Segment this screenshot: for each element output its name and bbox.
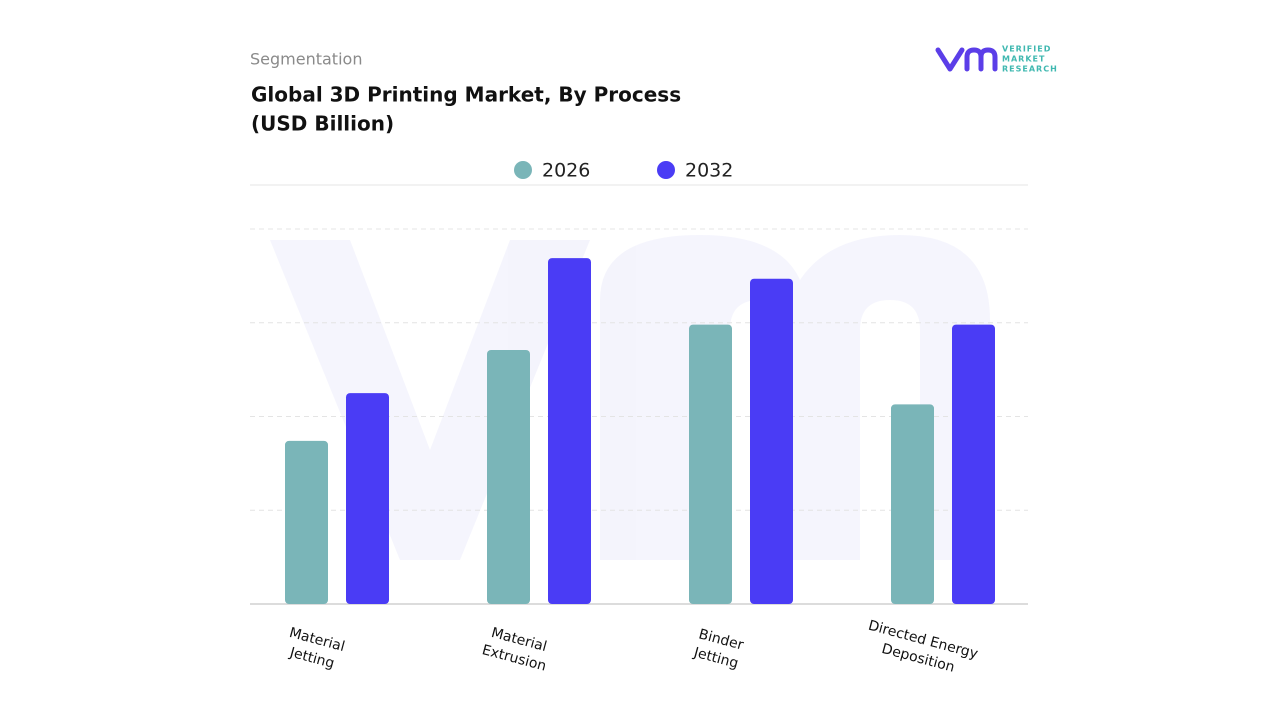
bar <box>487 349 530 604</box>
logo-mark <box>935 47 998 72</box>
subtitle: Segmentation <box>250 50 362 69</box>
bar <box>750 278 793 604</box>
legend-label: 2026 <box>542 160 590 182</box>
legend-swatch <box>514 161 532 179</box>
bar <box>346 393 389 604</box>
logo-text: VERIFIED <box>1002 45 1051 54</box>
legend-swatch <box>657 161 675 179</box>
bar <box>548 258 591 604</box>
bar <box>891 404 934 604</box>
bar <box>285 440 328 604</box>
chart-title: (USD Billion) <box>251 112 394 136</box>
bar <box>952 324 995 604</box>
legend-label: 2032 <box>685 160 733 182</box>
logo-text: MARKET <box>1002 55 1045 64</box>
logo-text: RESEARCH <box>1002 65 1058 74</box>
chart-title: Global 3D Printing Market, By Process <box>251 83 681 107</box>
bar <box>689 324 732 604</box>
